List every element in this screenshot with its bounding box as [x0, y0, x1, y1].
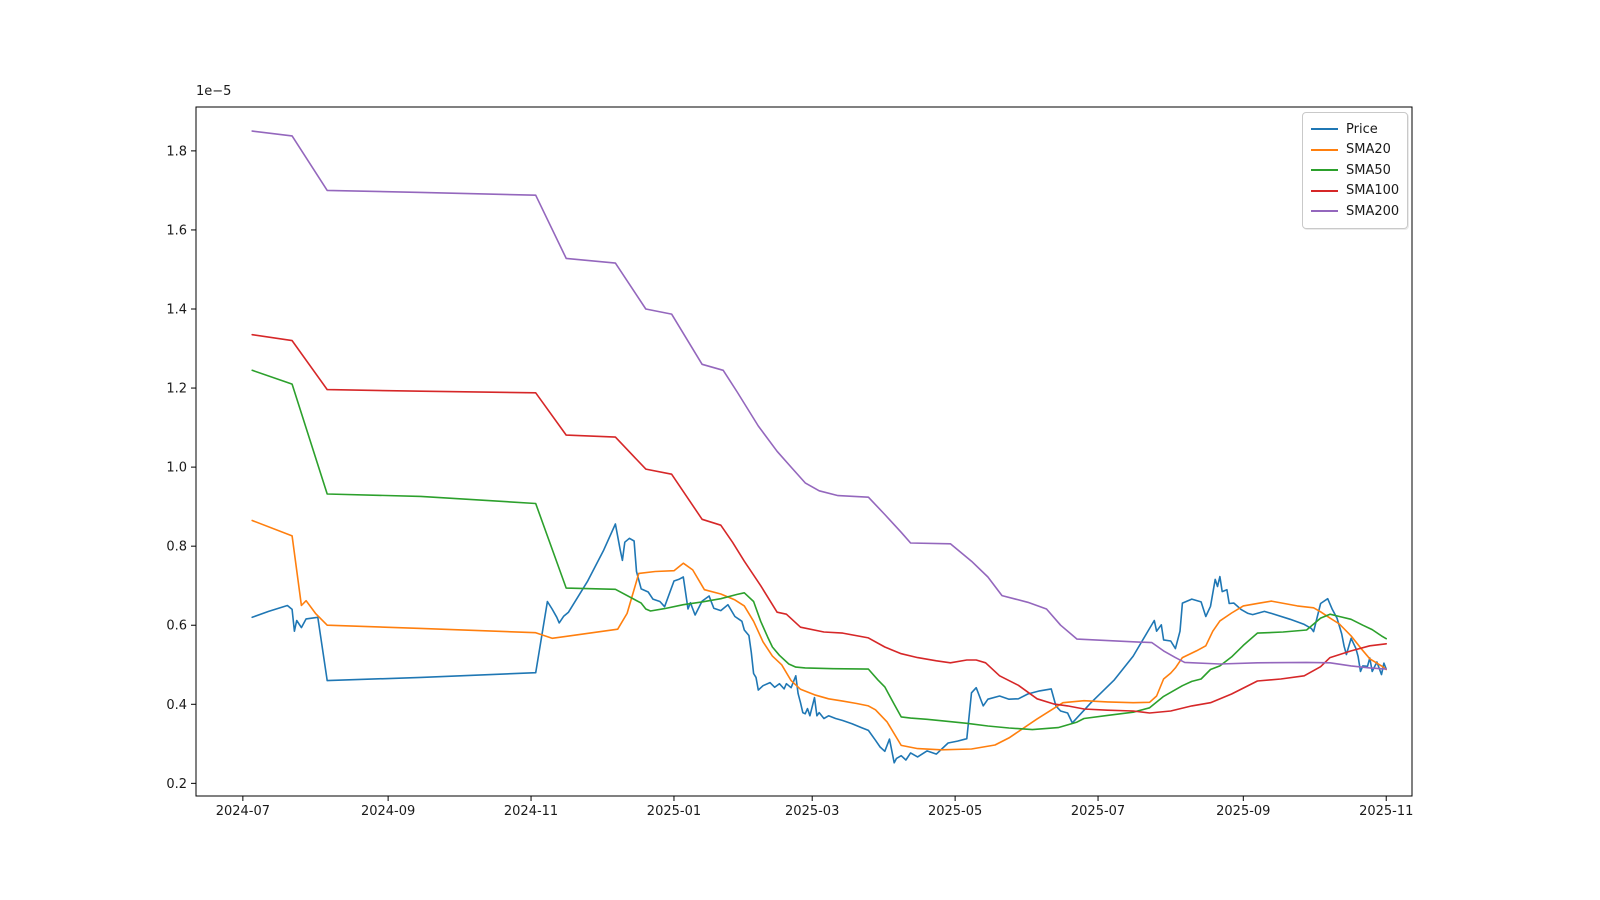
y-axis-offset-label: 1e−5: [196, 84, 232, 99]
legend-item-price: Price: [1311, 119, 1399, 140]
y-tick-label: 1.4: [166, 302, 187, 317]
legend-line-sample-sma200: [1311, 210, 1338, 213]
legend-item-sma100: SMA100: [1311, 181, 1399, 202]
x-tick-label: 2025-11: [1359, 804, 1413, 819]
legend: Price SMA20 SMA50 SMA100 SMA200: [1302, 112, 1408, 229]
series-line-sma100: [251, 333, 1387, 714]
legend-line-sample-price: [1311, 128, 1338, 131]
x-tick-label: 2025-05: [928, 804, 982, 819]
y-tick-label: 1.2: [166, 382, 187, 397]
legend-label-sma20: SMA20: [1346, 142, 1391, 158]
x-tick-label: 2024-07: [216, 804, 270, 819]
y-tick-label: 0.6: [166, 619, 187, 634]
x-tick-label: 2025-03: [785, 804, 839, 819]
legend-label-sma200: SMA200: [1346, 203, 1400, 219]
legend-item-sma200: SMA200: [1311, 201, 1399, 222]
legend-label-sma100: SMA100: [1346, 183, 1400, 199]
x-tick-label: 2025-09: [1216, 804, 1270, 819]
plot-area: [196, 107, 1412, 796]
series-line-sma200: [251, 130, 1387, 670]
legend-line-sample-sma50: [1311, 169, 1338, 172]
x-tick-label: 2024-09: [361, 804, 415, 819]
series-line-sma50: [251, 369, 1387, 731]
y-tick-label: 0.4: [166, 698, 187, 713]
x-tick-label: 2025-01: [647, 804, 701, 819]
legend-label-price: Price: [1346, 121, 1378, 137]
x-tick-label: 2024-11: [504, 804, 558, 819]
axes-spines: [195, 106, 1413, 797]
series-line-price: [251, 523, 1387, 764]
y-tick-label: 1.8: [166, 144, 187, 159]
legend-item-sma20: SMA20: [1311, 140, 1399, 161]
legend-line-sample-sma100: [1311, 189, 1338, 192]
legend-label-sma50: SMA50: [1346, 162, 1391, 178]
series-line-sma20: [251, 519, 1387, 751]
y-tick-label: 1.6: [166, 223, 187, 238]
y-tick-label: 0.2: [166, 777, 187, 792]
legend-line-sample-sma20: [1311, 148, 1338, 151]
y-tick-label: 0.8: [166, 540, 187, 555]
legend-item-sma50: SMA50: [1311, 160, 1399, 181]
y-tick-label: 1.0: [166, 461, 187, 476]
x-tick-label: 2025-07: [1071, 804, 1125, 819]
